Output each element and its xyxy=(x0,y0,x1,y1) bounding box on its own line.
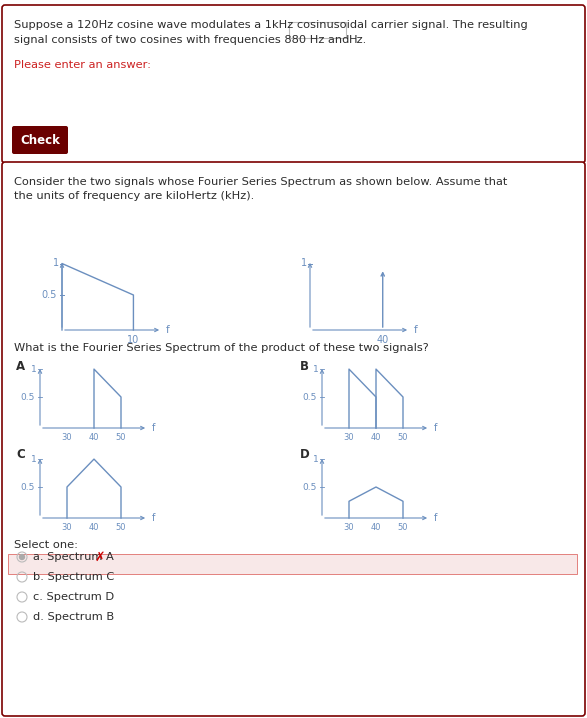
Text: D: D xyxy=(300,448,310,461)
Text: 40: 40 xyxy=(89,523,99,532)
Text: Consider the two signals whose Fourier Series Spectrum as shown below. Assume th: Consider the two signals whose Fourier S… xyxy=(14,177,507,187)
Text: 0.5: 0.5 xyxy=(303,482,317,492)
Text: Select one:: Select one: xyxy=(14,540,78,550)
Text: b. Spectrum C: b. Spectrum C xyxy=(33,572,114,582)
FancyBboxPatch shape xyxy=(289,22,346,38)
Text: f: f xyxy=(434,423,437,433)
Text: Hz.: Hz. xyxy=(349,35,367,45)
Text: 0.5: 0.5 xyxy=(21,393,35,401)
FancyBboxPatch shape xyxy=(2,162,585,716)
Text: f: f xyxy=(434,513,437,523)
Text: Please enter an answer:: Please enter an answer: xyxy=(14,60,151,70)
Text: 1: 1 xyxy=(313,454,319,464)
Text: f: f xyxy=(166,325,170,335)
Text: f: f xyxy=(152,423,156,433)
Text: 50: 50 xyxy=(398,433,408,442)
Text: B: B xyxy=(300,360,309,373)
Text: 0.5: 0.5 xyxy=(303,393,317,401)
Text: 30: 30 xyxy=(62,523,72,532)
FancyBboxPatch shape xyxy=(2,5,585,163)
Text: 40: 40 xyxy=(89,433,99,442)
Text: 1: 1 xyxy=(31,454,37,464)
Text: 30: 30 xyxy=(343,433,355,442)
Text: 1: 1 xyxy=(313,365,319,373)
Text: the units of frequency are kiloHertz (kHz).: the units of frequency are kiloHertz (kH… xyxy=(14,191,254,201)
Text: 1: 1 xyxy=(301,258,307,269)
Text: C: C xyxy=(16,448,25,461)
Text: A: A xyxy=(16,360,25,373)
Text: Suppose a 120Hz cosine wave modulates a 1kHz cosinusoidal carrier signal. The re: Suppose a 120Hz cosine wave modulates a … xyxy=(14,20,528,30)
Text: f: f xyxy=(152,513,156,523)
Text: d. Spectrum B: d. Spectrum B xyxy=(33,612,114,622)
Text: f: f xyxy=(414,325,418,335)
Text: 40: 40 xyxy=(371,523,381,532)
Text: 10: 10 xyxy=(127,335,140,345)
Text: What is the Fourier Series Spectrum of the product of these two signals?: What is the Fourier Series Spectrum of t… xyxy=(14,343,429,353)
Text: a. Spectrum A: a. Spectrum A xyxy=(33,552,114,562)
Text: c. Spectrum D: c. Spectrum D xyxy=(33,592,114,602)
Text: 50: 50 xyxy=(116,523,126,532)
Bar xyxy=(8,554,577,574)
Text: signal consists of two cosines with frequencies 880 Hz and: signal consists of two cosines with freq… xyxy=(14,35,349,45)
FancyBboxPatch shape xyxy=(12,126,68,154)
Text: 1: 1 xyxy=(31,365,37,373)
Text: 50: 50 xyxy=(116,433,126,442)
Text: 30: 30 xyxy=(62,433,72,442)
Circle shape xyxy=(19,554,25,559)
Text: 30: 30 xyxy=(343,523,355,532)
Text: ✗: ✗ xyxy=(95,551,106,564)
Text: 1: 1 xyxy=(53,258,59,269)
Text: 0.5: 0.5 xyxy=(21,482,35,492)
Text: 0.5: 0.5 xyxy=(42,290,57,300)
Text: Check: Check xyxy=(20,134,60,146)
Text: 40: 40 xyxy=(377,335,389,345)
Text: 40: 40 xyxy=(371,433,381,442)
Text: 50: 50 xyxy=(398,523,408,532)
